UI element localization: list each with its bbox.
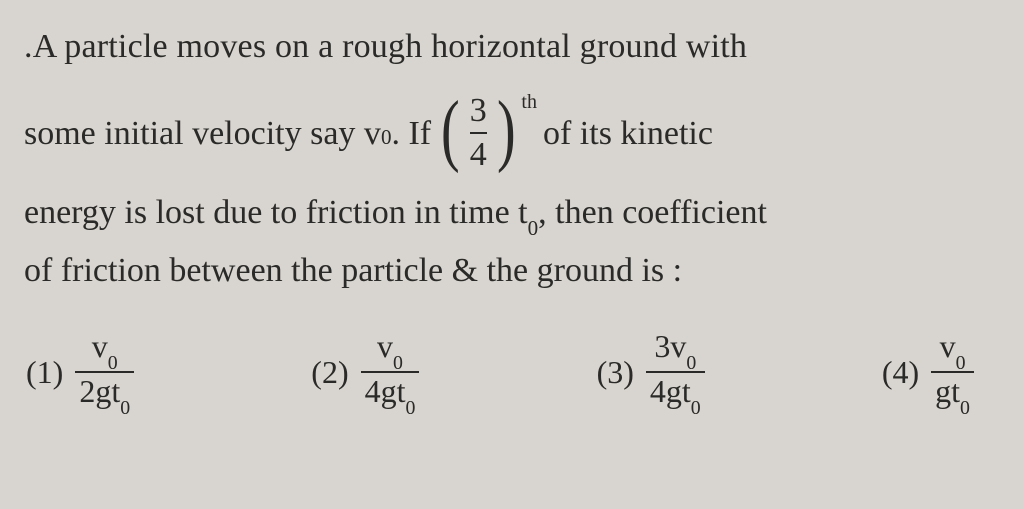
fraction-numerator: v0 (936, 328, 970, 371)
fraction-three-fourths: ( 3 4 ) th (437, 94, 537, 174)
question-line-4: of friction between the particle & the g… (24, 242, 984, 300)
subscript: 0 (956, 352, 966, 374)
subscript: 0 (108, 352, 118, 374)
ordinal-superscript: th (521, 92, 537, 112)
option-label: (2) (311, 354, 348, 391)
option-fraction: v0 4gt0 (361, 328, 420, 416)
den-text: 4gt (365, 373, 406, 409)
den-text: gt (935, 373, 960, 409)
num-text: v (377, 328, 393, 364)
subscript: 0 (405, 397, 415, 419)
option-fraction: v0 gt0 (931, 328, 974, 416)
fraction-denominator: gt0 (931, 373, 974, 416)
subscript: 0 (528, 216, 539, 240)
vertical-fraction: 3 4 (464, 94, 493, 172)
fraction-denominator: 2gt0 (75, 373, 134, 416)
fraction-denominator: 4gt0 (361, 373, 420, 416)
option-label: (4) (882, 354, 919, 391)
text-segment: some initial velocity say v (24, 117, 381, 151)
fraction-numerator: v0 (88, 328, 122, 371)
text-segment: . If (391, 117, 431, 151)
fraction-numerator: 3v0 (650, 328, 700, 371)
option-4: (4) v0 gt0 (882, 328, 974, 416)
left-paren: ( (441, 90, 460, 170)
den-text: 2gt (79, 373, 120, 409)
question-page: .A particle moves on a rough horizontal … (0, 0, 1024, 417)
fraction-denominator: 4 (470, 134, 487, 172)
question-line-1: .A particle moves on a rough horizontal … (24, 18, 984, 76)
fraction-numerator: 3 (470, 94, 487, 132)
num-text: v (940, 328, 956, 364)
options-row: (1) v0 2gt0 (2) v0 4gt0 (24, 328, 984, 416)
question-line-3: energy is lost due to friction in time t… (24, 184, 984, 243)
subscript: 0 (691, 397, 701, 419)
subscript: 0 (120, 397, 130, 419)
option-fraction: v0 2gt0 (75, 328, 134, 416)
fraction-denominator: 4gt0 (646, 373, 705, 416)
text-segment: of its kinetic (543, 117, 713, 151)
subscript: 0 (686, 352, 696, 374)
question-line-2: some initial velocity say v0. If ( 3 4 )… (24, 94, 984, 174)
text-segment: of friction between the particle & the g… (24, 252, 682, 289)
fraction-numerator: v0 (373, 328, 407, 371)
num-text: 3v (654, 328, 686, 364)
option-2: (2) v0 4gt0 (311, 328, 419, 416)
text-segment: energy is lost due to friction in time t (24, 194, 528, 231)
subscript: 0 (393, 352, 403, 374)
option-label: (3) (597, 354, 634, 391)
num-text: v (92, 328, 108, 364)
right-paren: ) (497, 90, 516, 170)
option-fraction: 3v0 4gt0 (646, 328, 705, 416)
subscript: 0 (960, 397, 970, 419)
den-text: 4gt (650, 373, 691, 409)
option-1: (1) v0 2gt0 (26, 328, 134, 416)
option-3: (3) 3v0 4gt0 (597, 328, 705, 416)
subscript: 0 (381, 127, 392, 148)
text-segment: , then coefficient (538, 194, 767, 231)
option-label: (1) (26, 354, 63, 391)
